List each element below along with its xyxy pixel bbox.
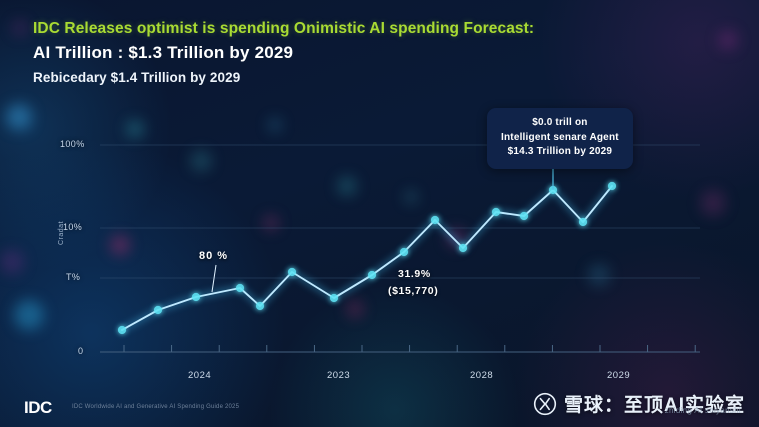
data-point-2[interactable]: [191, 292, 201, 302]
idc-logo: IDC: [24, 398, 52, 417]
y-axis-title: Cradat: [58, 220, 65, 245]
data-point-4[interactable]: [255, 301, 265, 311]
chart-line-glow: [120, 184, 614, 333]
callout-line-1: $0.0 trill on: [532, 117, 588, 128]
callout-box: $0.0 trill on Intelligent senare Agent $…: [487, 108, 633, 169]
y-tick-label-1: 10%: [63, 222, 83, 232]
data-point-8[interactable]: [399, 247, 409, 257]
x-tick-label-0: 2024: [188, 370, 212, 381]
data-point-14[interactable]: [578, 217, 588, 227]
mid-annotation-value: ($15,770): [388, 285, 439, 297]
x-tick-label-2: 2028: [470, 370, 494, 381]
watermark-text: 雪球：至顶AI实验室: [563, 395, 745, 416]
data-point-6[interactable]: [329, 293, 339, 303]
chart-line: [121, 185, 613, 331]
data-point-10[interactable]: [458, 243, 468, 253]
headline-secondary: AI Trillion : $1.3 Trillion by 2029: [33, 43, 294, 62]
chart-x-ticks: [123, 345, 696, 352]
callout-line-2: Intelligent senare Agent: [501, 131, 619, 143]
data-point-12[interactable]: [519, 211, 529, 221]
y-tick-label-2: T%: [66, 272, 81, 282]
data-point-3[interactable]: [235, 283, 245, 293]
peak-annotation-label: 80 %: [199, 250, 229, 262]
watermark: 雪球：至顶AI实验室: [533, 390, 745, 417]
y-tick-label-3: 0: [78, 346, 84, 356]
data-point-9[interactable]: [430, 215, 440, 225]
x-tick-label-1: 2023: [327, 370, 351, 381]
data-point-0[interactable]: [117, 325, 127, 335]
x-tick-label-3: 2029: [607, 370, 631, 381]
headline-primary: IDC Releases optimist is spending Onimis…: [33, 20, 535, 37]
callout-line-3: $14.3 Trillion by 2029: [507, 146, 613, 157]
data-point-11[interactable]: [491, 207, 501, 217]
data-point-5[interactable]: [287, 267, 297, 277]
y-tick-label-0: 100%: [60, 139, 85, 149]
data-point-1[interactable]: [153, 305, 163, 315]
data-point-7[interactable]: [367, 270, 377, 280]
watermark-subtext: zhiding AI shiyanshi: [664, 406, 741, 415]
data-point-15[interactable]: [607, 181, 617, 191]
headline-tertiary: Rebicedary $1.4 Trillion by 2029: [33, 70, 241, 85]
source-note: IDC Worldwide AI and Generative AI Spend…: [72, 404, 240, 410]
peak-annotation-leader: [211, 264, 217, 293]
mid-annotation-label: 31.9%: [398, 268, 431, 280]
xueqiu-icon: [533, 392, 557, 415]
chart-data-points[interactable]: [117, 181, 617, 335]
